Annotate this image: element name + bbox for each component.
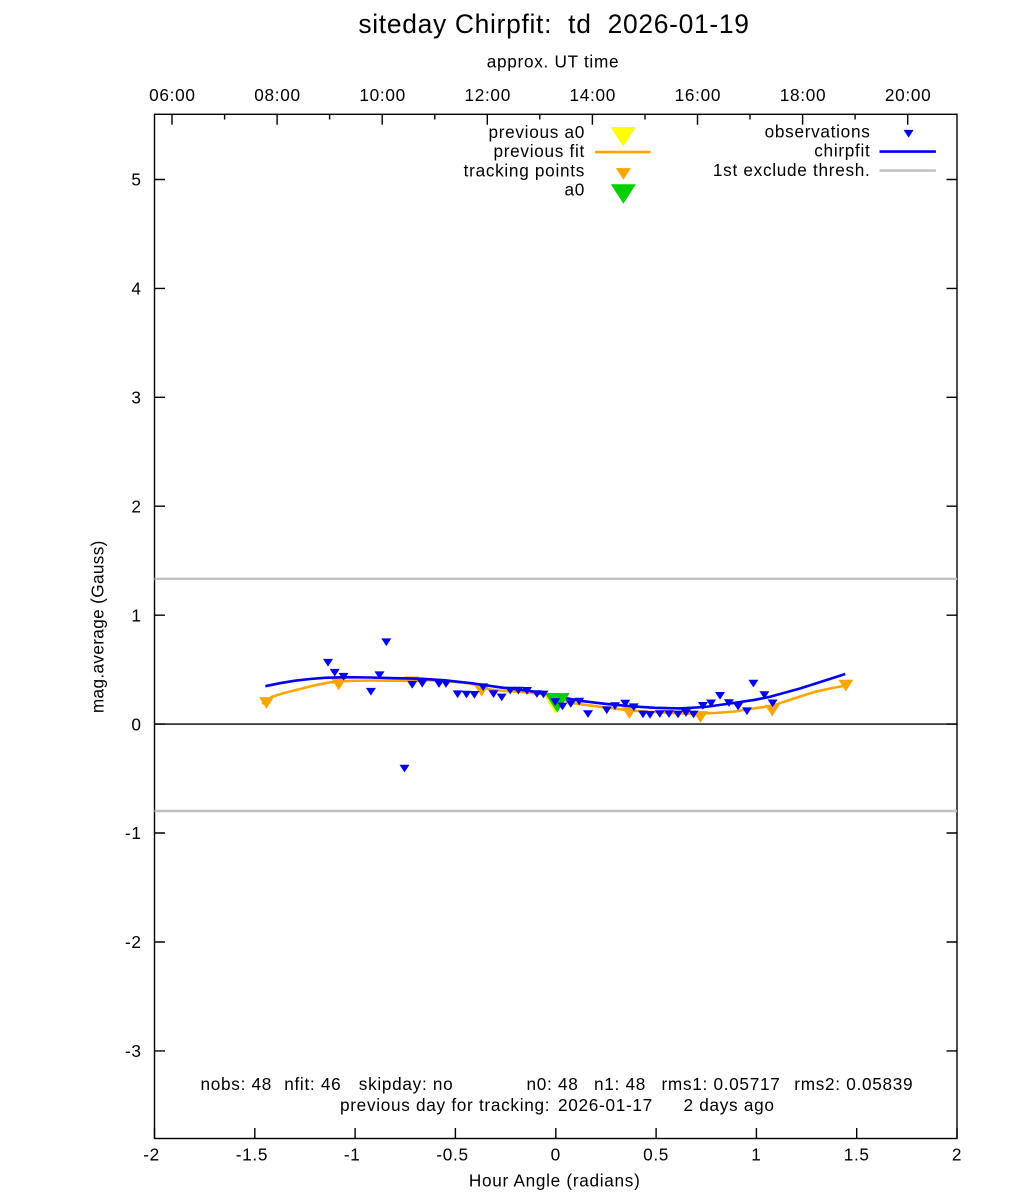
svg-text:1: 1	[131, 605, 141, 625]
svg-text:nfit: 46: nfit: 46	[284, 1074, 341, 1094]
svg-text:tracking points: tracking points	[464, 160, 585, 180]
svg-text:18:00: 18:00	[780, 85, 827, 105]
svg-text:previous day for tracking:: previous day for tracking:	[340, 1095, 550, 1115]
svg-text:1: 1	[751, 1145, 761, 1165]
svg-text:12:00: 12:00	[464, 85, 511, 105]
svg-text:1.5: 1.5	[844, 1145, 870, 1165]
svg-text:n1: 48: n1: 48	[594, 1074, 646, 1094]
svg-text:14:00: 14:00	[570, 85, 617, 105]
svg-text:rms2: 0.05839: rms2: 0.05839	[794, 1074, 913, 1094]
svg-text:chirpfit: chirpfit	[814, 141, 870, 161]
svg-text:observations: observations	[765, 121, 871, 141]
svg-text:rms1: 0.05717: rms1: 0.05717	[662, 1074, 781, 1094]
svg-text:20:00: 20:00	[885, 85, 932, 105]
svg-text:-0.5: -0.5	[436, 1145, 468, 1165]
svg-text:06:00: 06:00	[149, 85, 196, 105]
svg-text:3: 3	[131, 388, 141, 408]
svg-text:a0: a0	[564, 180, 585, 200]
svg-text:previous fit: previous fit	[493, 141, 585, 161]
svg-text:previous a0: previous a0	[488, 122, 585, 142]
svg-text:-3: -3	[125, 1041, 142, 1061]
svg-text:1st exclude thresh.: 1st exclude thresh.	[713, 160, 871, 180]
svg-text:2: 2	[131, 496, 141, 516]
svg-text:16:00: 16:00	[675, 85, 722, 105]
svg-text:5: 5	[131, 170, 141, 190]
svg-text:approx. UT time: approx. UT time	[487, 52, 619, 72]
svg-text:-1.5: -1.5	[236, 1145, 268, 1165]
svg-text:4: 4	[131, 279, 141, 299]
svg-text:-2: -2	[125, 932, 142, 952]
svg-text:0.5: 0.5	[643, 1145, 669, 1165]
svg-text:-1: -1	[344, 1145, 361, 1165]
svg-text:2 days ago: 2 days ago	[684, 1095, 775, 1115]
svg-text:10:00: 10:00	[359, 85, 406, 105]
svg-text:nobs: 48: nobs: 48	[201, 1074, 273, 1094]
svg-text:Hour Angle (radians): Hour Angle (radians)	[469, 1171, 641, 1191]
svg-text:2: 2	[952, 1145, 962, 1165]
svg-text:0: 0	[131, 714, 141, 734]
svg-text:2026-01-17: 2026-01-17	[558, 1095, 653, 1115]
svg-text:0: 0	[551, 1145, 561, 1165]
svg-text:08:00: 08:00	[254, 85, 301, 105]
svg-text:skipday: no: skipday: no	[359, 1074, 454, 1094]
svg-text:-1: -1	[125, 823, 142, 843]
svg-text:mag.average (Gauss): mag.average (Gauss)	[88, 540, 108, 713]
svg-text:siteday Chirpfit: td 2026-01: siteday Chirpfit: td 2026-01-19	[358, 9, 749, 39]
svg-text:-2: -2	[143, 1145, 160, 1165]
svg-text:n0: 48: n0: 48	[527, 1074, 579, 1094]
